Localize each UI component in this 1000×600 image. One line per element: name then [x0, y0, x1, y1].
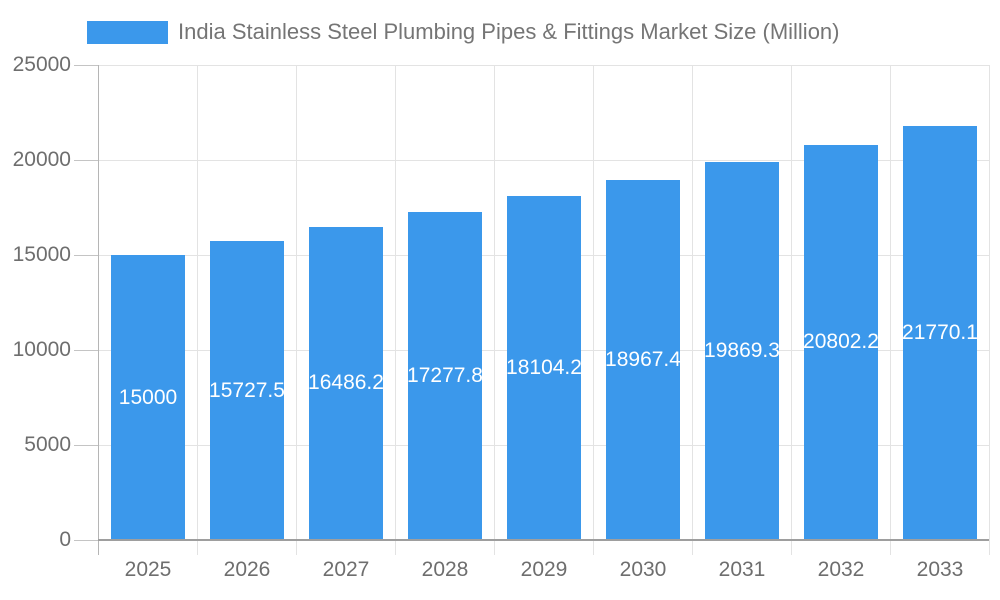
y-gridline	[98, 65, 989, 66]
bar[interactable]	[111, 255, 185, 540]
x-tick-label: 2033	[916, 558, 964, 581]
x-gridline	[989, 65, 990, 555]
y-tick-mark	[74, 445, 98, 446]
y-tick-mark	[74, 350, 98, 351]
chart-legend: India Stainless Steel Plumbing Pipes & F…	[87, 16, 840, 48]
bar[interactable]	[606, 180, 680, 540]
bar-value-label: 18104.2	[506, 356, 582, 379]
bar-value-label: 16486.2	[308, 371, 384, 394]
y-tick-mark	[74, 540, 98, 541]
y-gridline	[98, 160, 989, 161]
x-tick-label: 2030	[619, 558, 667, 581]
y-tick-label: 20000	[12, 148, 71, 171]
bar[interactable]	[507, 196, 581, 540]
x-tick-label: 2031	[718, 558, 766, 581]
bar[interactable]	[210, 241, 284, 540]
bar[interactable]	[804, 145, 878, 540]
x-gridline	[296, 65, 297, 555]
x-tick-label: 2028	[421, 558, 469, 581]
y-tick-label: 5000	[24, 433, 71, 456]
x-tick-label: 2026	[223, 558, 271, 581]
y-axis-line	[98, 65, 99, 555]
x-axis-line	[98, 539, 989, 541]
y-tick-label: 0	[59, 528, 71, 551]
bar-value-label: 21770.1	[902, 321, 978, 344]
x-tick-label: 2025	[124, 558, 172, 581]
bar-value-label: 20802.2	[803, 330, 879, 353]
x-tick-label: 2029	[520, 558, 568, 581]
x-gridline	[791, 65, 792, 555]
bar[interactable]	[309, 227, 383, 540]
y-tick-label: 25000	[12, 53, 71, 76]
y-tick-label: 15000	[12, 243, 71, 266]
legend-swatch	[87, 20, 168, 44]
y-tick-label: 10000	[12, 338, 71, 361]
x-tick-label: 2032	[817, 558, 865, 581]
legend-label: India Stainless Steel Plumbing Pipes & F…	[178, 19, 840, 44]
bar-value-label: 18967.4	[605, 348, 681, 371]
x-tick-label: 2027	[322, 558, 370, 581]
bar-value-label: 15000	[118, 386, 178, 409]
bar-value-label: 19869.3	[704, 339, 780, 362]
bar[interactable]	[903, 126, 977, 540]
x-gridline	[197, 65, 198, 555]
bar-value-label: 15727.5	[209, 379, 285, 402]
x-gridline	[692, 65, 693, 555]
x-gridline	[494, 65, 495, 555]
bar[interactable]	[408, 212, 482, 540]
bar[interactable]	[705, 162, 779, 540]
x-gridline	[593, 65, 594, 555]
y-tick-mark	[74, 255, 98, 256]
x-gridline	[395, 65, 396, 555]
bar-value-label: 17277.8	[407, 364, 483, 387]
y-tick-mark	[74, 160, 98, 161]
y-tick-mark	[74, 65, 98, 66]
x-gridline	[890, 65, 891, 555]
